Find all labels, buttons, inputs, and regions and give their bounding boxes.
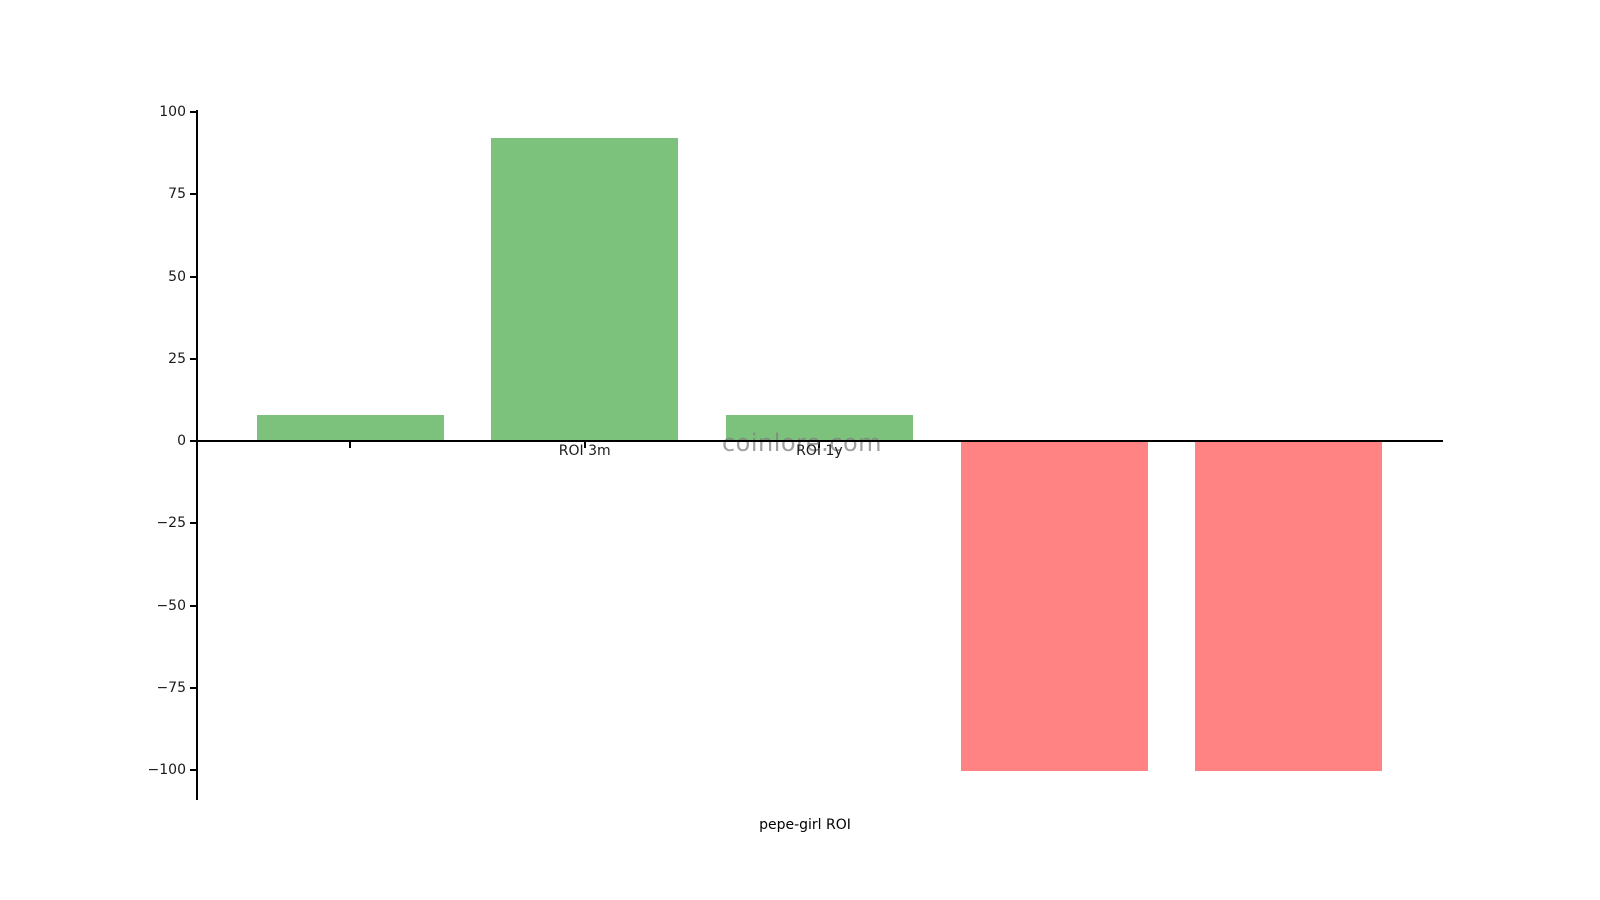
watermark: coinlore.com	[721, 429, 883, 457]
y-tick	[190, 440, 197, 442]
x-axis-line	[197, 440, 1443, 442]
y-tick-label: 100	[159, 104, 186, 120]
y-tick-label: −100	[147, 762, 186, 778]
y-tick	[190, 275, 197, 278]
y-tick-label: 50	[168, 268, 186, 285]
y-tick	[190, 769, 197, 771]
x-tick	[349, 442, 351, 448]
y-tick	[190, 522, 197, 525]
y-tick-label: 25	[168, 350, 186, 367]
y-tick-label: −75	[156, 679, 186, 696]
bar-negative	[960, 442, 1148, 771]
bar-positive	[256, 414, 444, 441]
y-tick	[190, 357, 197, 360]
y-tick	[190, 686, 197, 689]
x-tick	[583, 442, 586, 448]
y-tick-label: 75	[168, 186, 186, 203]
y-tick-label: −50	[156, 597, 186, 614]
y-axis-line	[196, 110, 198, 800]
bar-positive	[491, 138, 679, 441]
y-tick-label: 0	[177, 433, 186, 449]
y-tick	[190, 193, 197, 196]
x-tick-label: ROI 3m	[558, 443, 611, 459]
bar-negative	[1195, 442, 1383, 771]
chart-title: pepe-girl ROI	[759, 817, 851, 833]
bar-positive	[725, 414, 913, 441]
y-tick	[190, 604, 197, 607]
x-tick	[818, 442, 821, 448]
x-tick-label: ROI 1y	[796, 443, 843, 459]
y-tick-label: −25	[156, 515, 186, 532]
y-tick	[190, 111, 197, 113]
